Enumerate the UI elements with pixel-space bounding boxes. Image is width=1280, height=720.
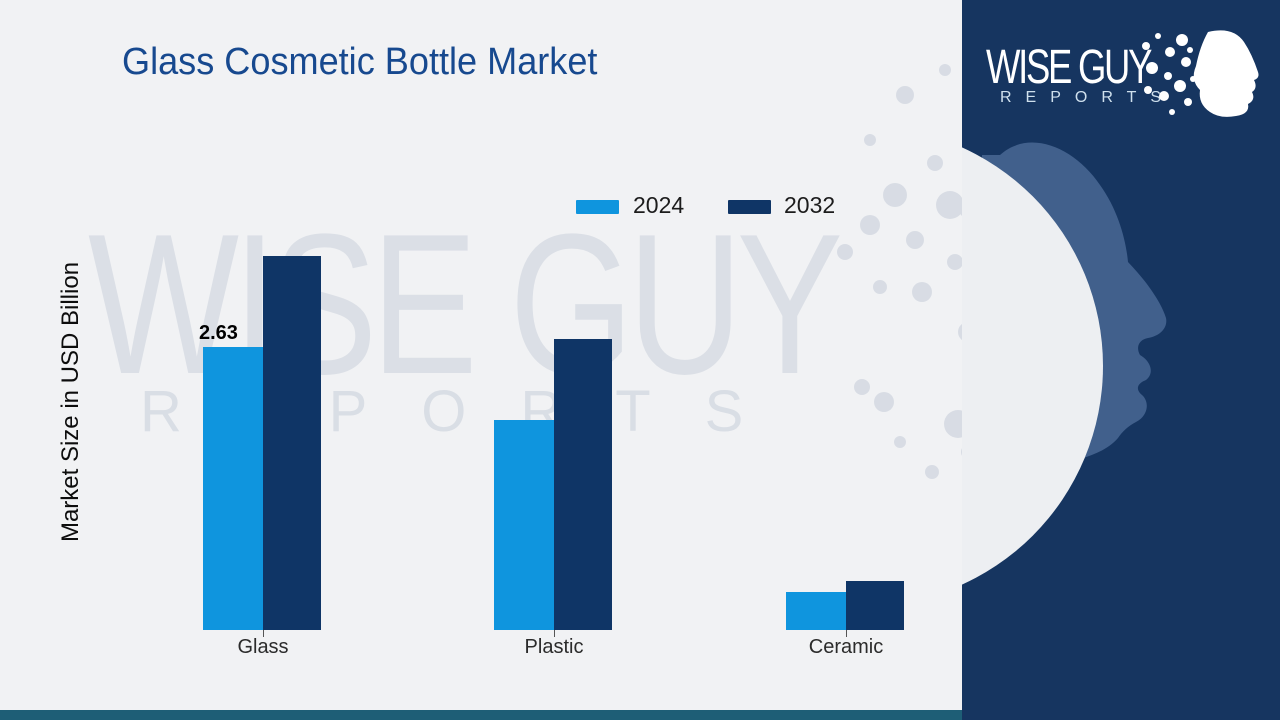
x-tick-glass	[263, 630, 264, 637]
x-label-ceramic: Ceramic	[808, 636, 884, 658]
bar-2032-ceramic	[846, 581, 904, 630]
legend-swatch-2024	[576, 200, 619, 214]
logo-head-icon	[1142, 30, 1259, 117]
data-label-glass-2024: 2.63	[199, 322, 238, 344]
bar-2024-ceramic	[786, 592, 846, 630]
logo-reports-text: REPORTS	[1000, 89, 1176, 106]
bar-2024-glass	[203, 347, 263, 630]
bar-2032-glass	[263, 256, 321, 630]
bottom-accent-strip	[0, 710, 962, 720]
bar-2024-plastic	[494, 420, 554, 630]
legend-label-2024: 2024	[633, 192, 685, 218]
bar-2032-plastic	[554, 339, 612, 630]
x-tick-ceramic	[846, 630, 847, 637]
x-tick-plastic	[554, 630, 555, 637]
legend-swatch-2032	[728, 200, 771, 214]
legend-label-2032: 2032	[784, 192, 836, 218]
page-title: Glass Cosmetic Bottle Market	[122, 41, 598, 83]
logo-wiseguy-text: WISE GUY	[986, 41, 1152, 94]
brand-side-panel	[962, 0, 1280, 720]
x-label-glass: Glass	[237, 636, 289, 658]
x-label-plastic: Plastic	[524, 636, 584, 658]
